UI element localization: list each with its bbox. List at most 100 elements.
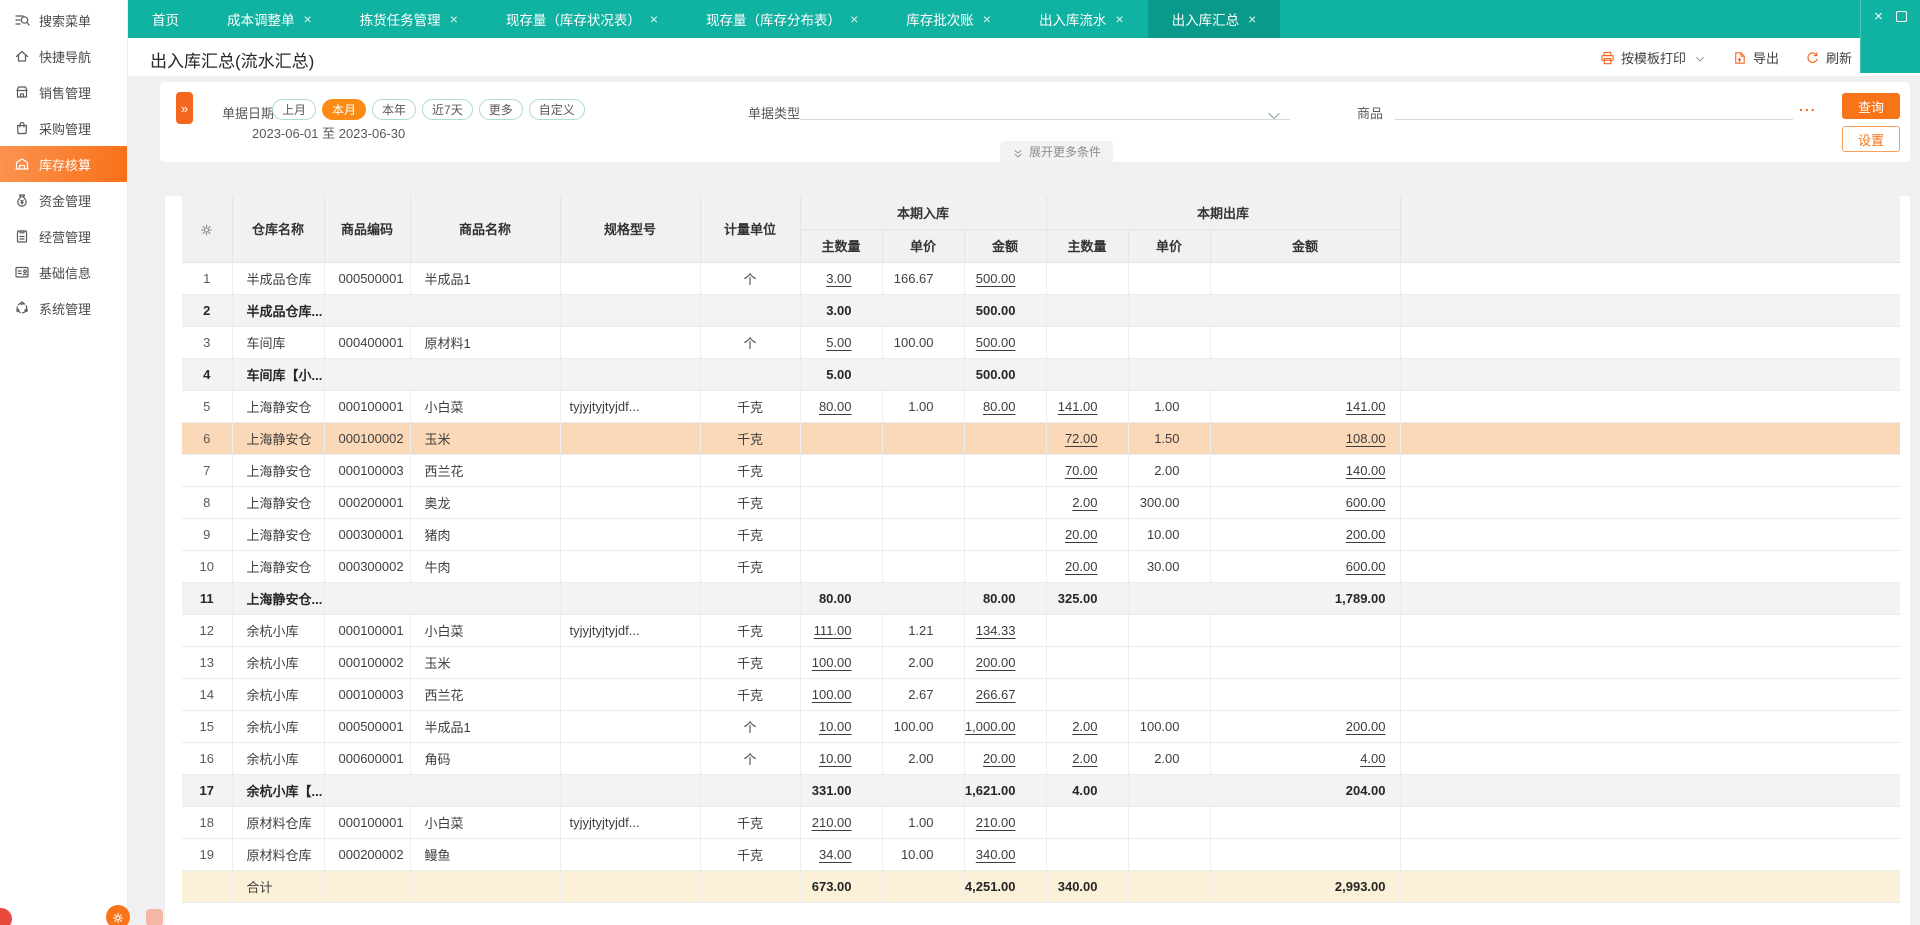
chevron-down-icon[interactable] (1694, 51, 1706, 63)
cell: 210.00 (964, 806, 1047, 839)
settings-button[interactable]: 设置 (1842, 126, 1900, 152)
amount-link[interactable]: 72.00 (1064, 430, 1098, 446)
sidebar-item-search-menu[interactable]: 搜索菜单 (0, 2, 127, 38)
tab-close-icon[interactable]: × (303, 11, 312, 27)
sidebar-item-system[interactable]: 系统管理 (0, 290, 127, 326)
amount-link[interactable]: 5.00 (826, 334, 852, 350)
date-option-更多[interactable]: 更多 (478, 99, 523, 120)
cell: 10.00 (1128, 518, 1211, 551)
amount-link[interactable]: 20.00 (1064, 558, 1098, 574)
amount-link[interactable]: 100.00 (811, 686, 852, 702)
cell (410, 774, 561, 807)
amount-link[interactable]: 4.00 (1360, 750, 1386, 766)
amount-link[interactable]: 111.00 (813, 622, 852, 638)
amount-link[interactable]: 340.00 (975, 846, 1016, 862)
sidebar-item-base-info[interactable]: 基础信息 (0, 254, 127, 290)
doc-type-input[interactable] (800, 96, 1290, 120)
product-input[interactable] (1395, 96, 1793, 120)
maximize-window-icon[interactable] (1895, 11, 1907, 22)
amount-link[interactable]: 2.00 (1072, 494, 1098, 510)
amount-link[interactable]: 200.00 (1345, 526, 1386, 542)
amount-link[interactable]: 200.00 (1345, 718, 1386, 734)
tab-现存量（库存状况表）[interactable]: 现存量（库存状况表） × (482, 0, 682, 38)
amount-link[interactable]: 500.00 (975, 270, 1016, 286)
print-by-template-button[interactable]: 按模板打印 (1600, 48, 1706, 67)
amount-link[interactable]: 600.00 (1345, 558, 1386, 574)
bottom-gear-float-button[interactable] (106, 905, 130, 925)
sidebar-item-quick-nav[interactable]: 快捷导航 (0, 38, 127, 74)
amount-link[interactable]: 500.00 (975, 334, 1016, 350)
amount-link[interactable]: 20.00 (1064, 526, 1098, 542)
column-settings-cell[interactable] (182, 196, 233, 263)
amount-link[interactable]: 140.00 (1345, 462, 1386, 478)
tab-库存批次账[interactable]: 库存批次账 × (882, 0, 1015, 38)
amount-link[interactable]: 2.00 (1072, 718, 1098, 734)
refresh-button[interactable]: 刷新 (1805, 48, 1852, 67)
date-range-value[interactable]: 2023-06-01 至 2023-06-30 (252, 126, 406, 141)
tab-现存量（库存分布表）[interactable]: 现存量（库存分布表） × (682, 0, 882, 38)
amount-link[interactable]: 2.00 (1072, 750, 1098, 766)
amount-link[interactable]: 10.00 (818, 750, 852, 766)
date-option-自定义[interactable]: 自定义 (528, 99, 585, 120)
amount-link[interactable]: 34.00 (818, 846, 852, 862)
search-button[interactable]: 查询 (1842, 93, 1900, 119)
gear-icon[interactable] (199, 222, 214, 237)
export-button[interactable]: 导出 (1732, 48, 1779, 67)
tab-close-icon[interactable]: × (1248, 11, 1257, 27)
amount-link[interactable]: 10.00 (818, 718, 852, 734)
sidebar-item-purchase[interactable]: 采购管理 (0, 110, 127, 146)
date-option-上月[interactable]: 上月 (272, 99, 317, 120)
expand-more-conditions-button[interactable]: 展开更多条件 (1000, 141, 1114, 162)
sidebar-item-operations[interactable]: 经营管理 (0, 218, 127, 254)
amount-link[interactable]: 141.00 (1345, 398, 1386, 414)
tab-close-icon[interactable]: × (449, 11, 458, 27)
date-option-近7天[interactable]: 近7天 (422, 99, 473, 120)
amount-link[interactable]: 266.67 (975, 686, 1016, 702)
cell: 千克 (700, 550, 801, 583)
doc-type-chevron-down-icon[interactable] (1266, 108, 1280, 121)
amount-link[interactable]: 20.00 (982, 750, 1016, 766)
cell: 小白菜 (410, 806, 561, 839)
tab-close-icon[interactable]: × (1115, 11, 1124, 27)
sidebar-item-inventory-accounting[interactable]: 库存核算 (0, 146, 127, 182)
tab-出入库汇总[interactable]: 出入库汇总 × (1147, 0, 1281, 38)
amount-link[interactable]: 108.00 (1345, 430, 1386, 446)
amount-link[interactable]: 3.00 (826, 270, 852, 286)
close-window-icon[interactable]: × (1874, 8, 1883, 25)
product-more-button[interactable]: ... (1799, 98, 1817, 114)
cell (560, 678, 701, 711)
date-option-本月[interactable]: 本月 (322, 99, 367, 120)
cell: 上海静安仓 (232, 422, 325, 455)
tab-close-icon[interactable]: × (850, 11, 859, 27)
amount-link[interactable]: 1,000.00 (964, 718, 1016, 734)
amount-link[interactable]: 210.00 (811, 814, 852, 830)
sidebar-item-funds[interactable]: 资金管理 (0, 182, 127, 218)
tab-成本调整单[interactable]: 成本调整单 × (203, 0, 336, 38)
amount-link[interactable]: 70.00 (1064, 462, 1098, 478)
amount-link[interactable]: 100.00 (811, 654, 852, 670)
bottom-red-float-button[interactable] (0, 908, 12, 925)
amount-link[interactable]: 200.00 (975, 654, 1016, 670)
cell: 141.00 (1046, 390, 1129, 423)
collapse-filter-button[interactable]: » (176, 92, 193, 124)
amount-link[interactable]: 134.33 (975, 622, 1016, 638)
bottom-square-float-button[interactable] (146, 909, 163, 925)
sidebar-item-sales[interactable]: 销售管理 (0, 74, 127, 110)
amount-link[interactable]: 600.00 (1345, 494, 1386, 510)
amount-link[interactable]: 210.00 (975, 814, 1016, 830)
tab-拣货任务管理[interactable]: 拣货任务管理 × (336, 0, 482, 38)
amount-link[interactable]: 141.00 (1057, 398, 1098, 414)
cell (182, 870, 233, 903)
cell: 千克 (700, 390, 801, 423)
date-option-本年[interactable]: 本年 (372, 99, 417, 120)
tab-close-icon[interactable]: × (649, 11, 659, 27)
amount-link[interactable]: 80.00 (982, 398, 1016, 414)
amount-link[interactable]: 80.00 (818, 398, 852, 414)
cell: 余杭小库 (232, 742, 325, 775)
cell (964, 454, 1047, 487)
tab-close-icon[interactable]: × (982, 11, 991, 27)
filler-cell (1400, 742, 1900, 775)
tab-首页[interactable]: 首页 (128, 0, 203, 38)
tab-出入库流水[interactable]: 出入库流水 × (1015, 0, 1148, 38)
cell: 16 (182, 742, 233, 775)
